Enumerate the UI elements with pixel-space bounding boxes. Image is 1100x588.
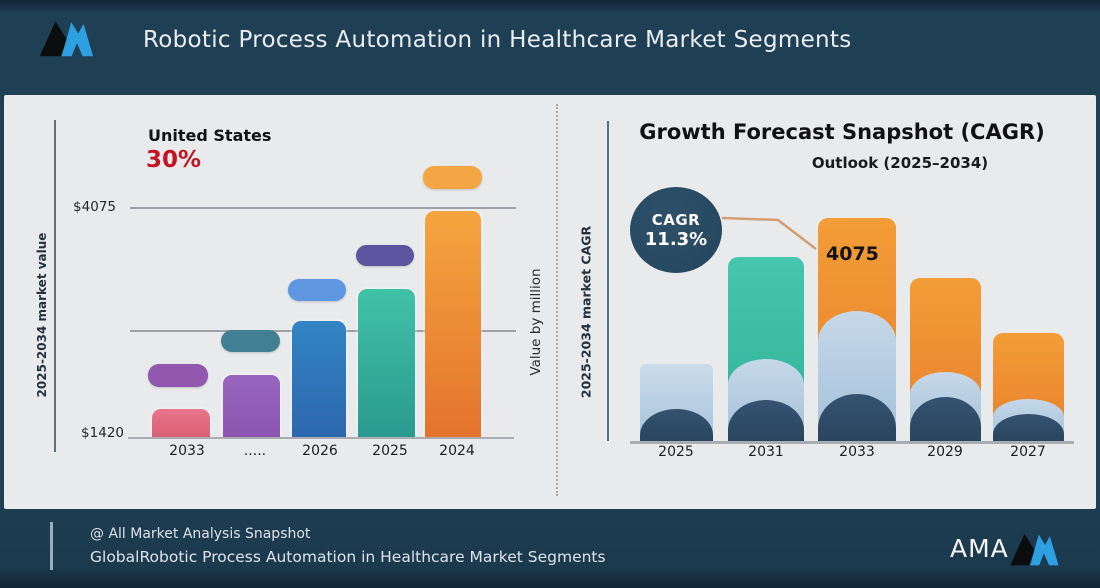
left-y-axis-line [54,120,56,452]
left-y-axis-label: 2025-2034 market value [35,232,49,398]
rbar-2033-base [818,394,896,441]
cap-2024 [423,166,482,189]
x-label: 2033 [839,444,875,460]
footer-accent-bar [50,522,53,570]
footer-credit: @ All Market Analysis Snapshot [90,526,311,542]
right-y-axis-label: 2025-2034 market CAGR [578,225,594,399]
cagr-badge-value: 11.3% [644,228,708,250]
cap-2033 [148,364,208,387]
bar-2025 [358,289,415,437]
region-value: 30% [146,147,202,173]
bar-2024 [425,211,481,437]
rbar-2027-base [993,414,1064,441]
left-right-axis-label: Value by million [528,268,544,376]
x-label: 2027 [1010,444,1046,460]
footer-brand-text: AMA [950,534,1009,563]
x-label: 2025 [372,443,408,459]
cap-dots [221,330,280,352]
y-tick-top: $4075 [73,199,116,215]
ama-logo-icon [39,21,94,57]
cagr-badge: CAGR 11.3% [630,187,722,273]
gridline-4075 [130,207,516,209]
cagr-badge-title: CAGR [651,210,701,229]
left-x-axis-line [128,437,514,439]
rbar-2031-base [728,400,804,441]
bar-2033 [152,409,210,437]
bar-2026 [292,321,346,437]
bar-dots [223,375,280,437]
x-label: 2031 [748,444,784,460]
x-label: 2024 [439,443,475,459]
x-label: 2025 [658,444,694,460]
x-label: 2026 [302,443,338,459]
right-chart-title: Growth Forecast Snapshot (CAGR) [639,120,1045,144]
x-label: 2033 [169,443,205,459]
ama-logo-icon [1010,533,1059,566]
cap-2026 [288,279,346,301]
region-label: United States [148,126,272,145]
x-label: 2029 [927,444,963,460]
x-label: ..... [243,443,267,459]
rbar-2029-base [910,397,981,441]
right-x-axis-line [630,441,1074,444]
right-chart-subtitle: Outlook (2025–2034) [811,154,989,172]
cap-2025 [356,245,414,266]
bar-value-annotation: 4075 [826,243,879,265]
page-title: Robotic Process Automation in Healthcare… [143,27,852,53]
right-y-axis-line [607,121,609,441]
section-divider [556,104,558,496]
footer-report-name: GlobalRobotic Process Automation in Heal… [90,548,606,566]
y-tick-bottom: $1420 [81,425,124,441]
